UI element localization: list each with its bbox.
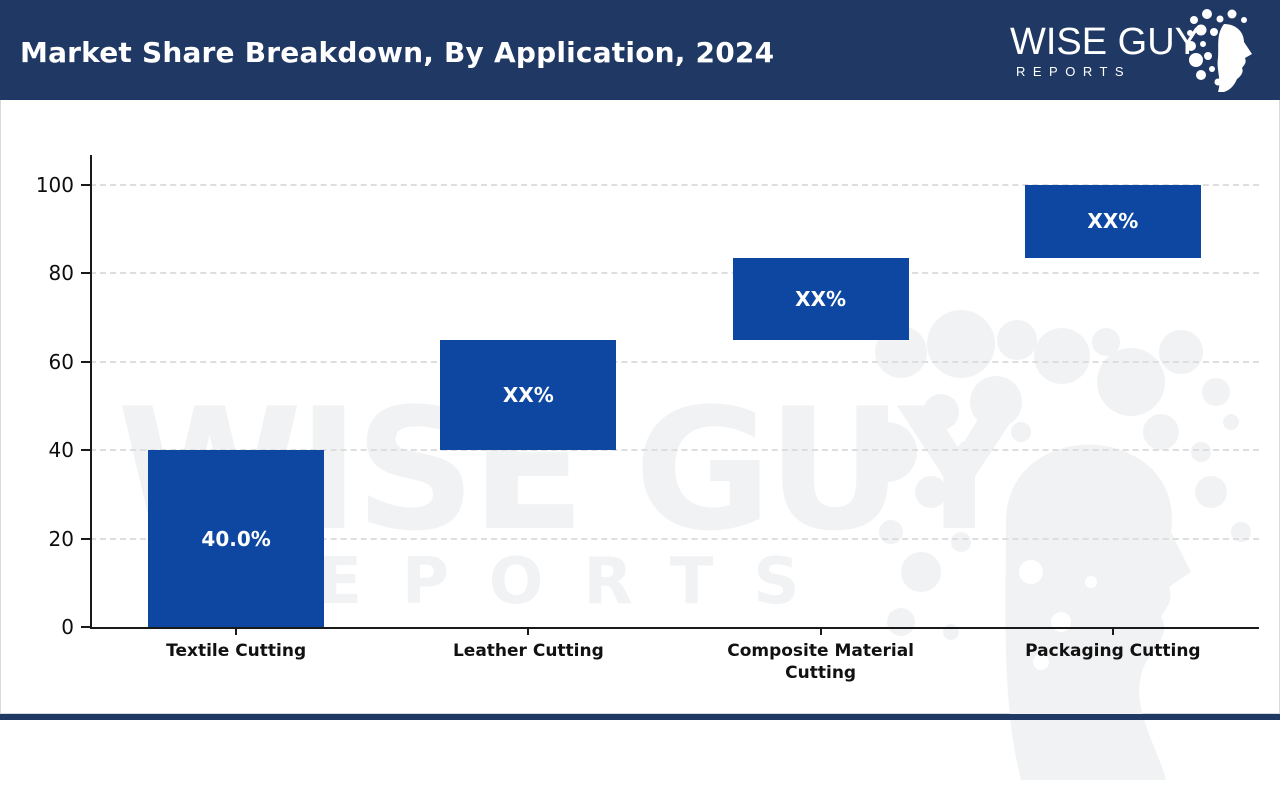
y-axis-line bbox=[90, 155, 92, 629]
footer-bar bbox=[0, 714, 1280, 720]
x-tick-label: Textile Cutting bbox=[166, 641, 307, 661]
page-title: Market Share Breakdown, By Application, … bbox=[20, 36, 775, 69]
y-tick-mark bbox=[81, 449, 90, 452]
x-tick-mark bbox=[235, 627, 238, 635]
bar-value-label: XX% bbox=[795, 286, 847, 311]
y-tick-mark bbox=[81, 537, 90, 540]
x-axis-line bbox=[90, 627, 1259, 629]
bar-value-label: 40.0% bbox=[201, 526, 271, 551]
bar-composite-material-cutting: XX% bbox=[732, 257, 909, 340]
gridline bbox=[90, 449, 1259, 452]
y-tick-label: 40 bbox=[48, 438, 74, 463]
x-tick-mark bbox=[527, 627, 530, 635]
bar-value-label: XX% bbox=[1087, 209, 1139, 234]
gridline bbox=[90, 537, 1259, 540]
logo-face-icon bbox=[1186, 9, 1252, 92]
y-tick-label: 60 bbox=[48, 349, 74, 374]
y-tick-mark bbox=[81, 272, 90, 275]
y-tick-label: 20 bbox=[48, 526, 74, 551]
bar-value-label: XX% bbox=[502, 382, 554, 407]
chart-canvas: WISE GUY REPORTS 0 20 40 60 80 100 40.0% Textil… bbox=[0, 100, 1280, 780]
x-tick-label: Packaging Cutting bbox=[1025, 641, 1201, 661]
y-tick-label: 80 bbox=[48, 261, 74, 286]
bar-packaging-cutting: XX% bbox=[1024, 185, 1201, 258]
y-tick-mark bbox=[81, 626, 90, 628]
gridline bbox=[90, 272, 1259, 275]
gridline bbox=[90, 360, 1259, 363]
bar-leather-cutting: XX% bbox=[440, 339, 617, 451]
waterfall-chart: 0 20 40 60 80 100 40.0% Textile Cutting XX% Leath… bbox=[1, 100, 1279, 713]
y-tick-mark bbox=[81, 360, 90, 363]
gridline bbox=[90, 184, 1259, 186]
logo-text-reports: REPORTS bbox=[1016, 64, 1131, 79]
x-tick-mark bbox=[819, 627, 822, 635]
logo-text-wise-guy: WISE GUY bbox=[1010, 21, 1200, 63]
wise-guy-logo: WISE GUY REPORTS bbox=[1010, 9, 1252, 92]
y-tick-label: 100 bbox=[35, 173, 74, 197]
y-tick-mark bbox=[81, 184, 90, 186]
y-tick-label: 0 bbox=[61, 615, 74, 639]
header-bar: Market Share Breakdown, By Application, … bbox=[0, 0, 1280, 100]
x-tick-label: Composite Material Cutting bbox=[727, 641, 915, 684]
bar-textile-cutting: 40.0% bbox=[148, 450, 325, 627]
x-tick-label: Leather Cutting bbox=[452, 641, 604, 661]
